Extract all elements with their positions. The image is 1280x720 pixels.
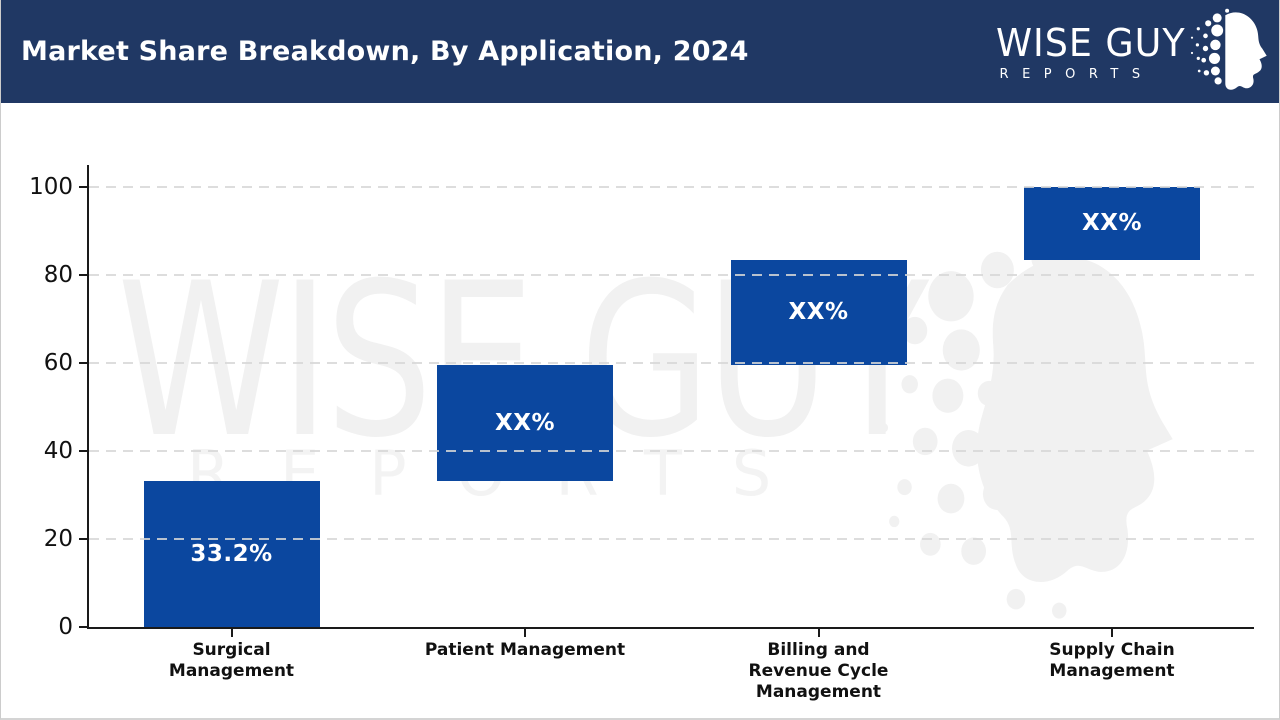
logo-head-icon: [1190, 8, 1267, 90]
wiseguy-logo: WISE GUY REPORTS: [996, 8, 1269, 98]
bar-segment: XX%: [730, 259, 907, 366]
y-tick-label: 80: [43, 262, 73, 288]
gridline: [89, 362, 1254, 364]
x-tick-mark: [1111, 629, 1113, 637]
y-tick-mark: [79, 626, 87, 628]
logo-subtext: REPORTS: [999, 66, 1154, 82]
header-band: Market Share Breakdown, By Application, …: [1, 0, 1279, 103]
y-axis-spine: [87, 165, 89, 629]
y-tick-label: 100: [29, 174, 73, 200]
x-tick-label: Surgical Management: [168, 640, 295, 681]
bar-value-label: 33.2%: [190, 540, 273, 567]
x-tick-mark: [524, 629, 526, 637]
y-tick-mark: [79, 274, 87, 276]
logo-wordmark: WISE GUY: [995, 21, 1186, 66]
y-tick-mark: [79, 362, 87, 364]
bar-segment: XX%: [1024, 187, 1200, 260]
gridline: [89, 186, 1254, 188]
gridline: [89, 274, 1254, 276]
bar-segment: XX%: [437, 365, 613, 481]
x-axis-spine: [87, 627, 1254, 629]
x-tick-label: Billing and Revenue Cycle Management: [748, 640, 889, 702]
y-tick-label: 0: [58, 614, 73, 640]
x-tick-mark: [817, 629, 820, 637]
bar-value-label: XX%: [788, 299, 849, 326]
gridline: [89, 450, 1254, 452]
x-tick-mark: [230, 629, 233, 637]
bar-segment: 33.2%: [143, 480, 320, 627]
y-tick-label: 40: [43, 438, 73, 464]
y-tick-label: 20: [43, 526, 73, 552]
y-tick-mark: [79, 450, 87, 452]
y-tick-mark: [79, 538, 87, 540]
bar-value-label: XX%: [1081, 210, 1142, 237]
y-tick-label: 60: [43, 350, 73, 376]
gridline: [89, 538, 1254, 540]
chart-title: Market Share Breakdown, By Application, …: [21, 36, 749, 67]
x-tick-label: Supply Chain Management: [1049, 640, 1175, 681]
bar-value-label: XX%: [494, 410, 555, 437]
x-tick-label: Patient Management: [424, 640, 626, 660]
y-tick-mark: [79, 186, 87, 188]
logo-text: WISE GUY REPORTS: [995, 21, 1193, 82]
